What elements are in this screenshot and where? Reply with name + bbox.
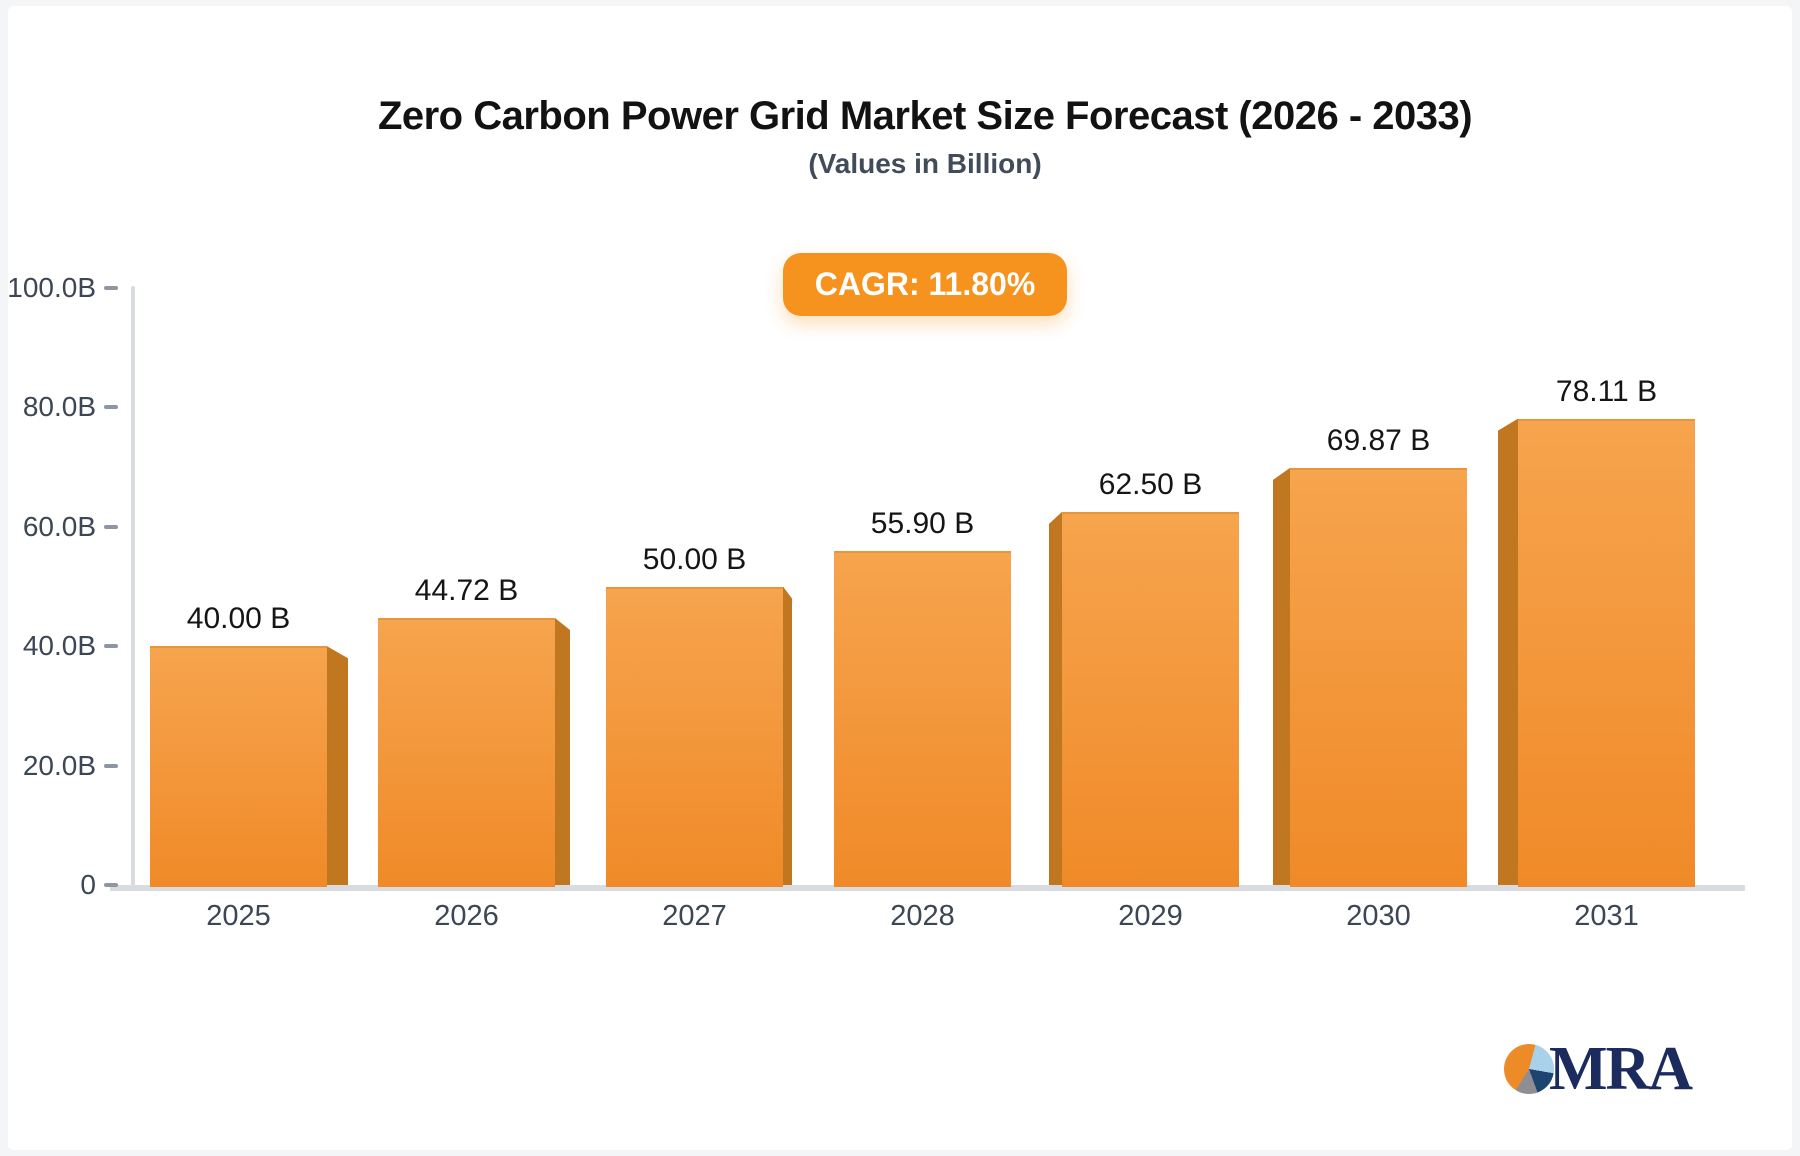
cagr-badge-wrap: CAGR: 11.80%: [110, 253, 1740, 316]
x-axis-label-2031: 2031: [1574, 900, 1639, 932]
x-axis-label-2026: 2026: [434, 900, 499, 932]
x-axis-line: [110, 885, 1745, 891]
cagr-badge: CAGR: 11.80%: [782, 253, 1068, 316]
bar-2028: [834, 551, 1011, 887]
bar-value-label: 50.00 B: [642, 542, 747, 576]
bar-side-face: [327, 646, 348, 885]
y-axis-tick-label: 60.0B: [22, 510, 96, 542]
chart-subtitle: (Values in Billion): [808, 148, 1042, 179]
y-axis-tick: [104, 524, 118, 529]
y-axis-tick-label: 100.0B: [7, 272, 96, 303]
bar-side-face: [1498, 418, 1518, 885]
bar-2027: [606, 586, 783, 887]
bar-value-label: 44.72 B: [414, 574, 519, 608]
mra-logo: MRA: [1504, 1035, 1693, 1103]
bar-value-label: 40.00 B: [186, 602, 291, 636]
bar-2030: [1290, 467, 1467, 887]
y-axis-tick: [104, 883, 118, 887]
bar-value-label: 62.50 B: [1098, 467, 1203, 501]
bar-value-label: 78.11 B: [1555, 374, 1658, 408]
x-axis-label-2030: 2030: [1346, 900, 1411, 932]
bar-side-face: [1049, 511, 1062, 885]
bar-value-label: 55.90 B: [870, 507, 975, 541]
x-axis-label-2025: 2025: [206, 900, 271, 932]
bar-2029: [1062, 511, 1239, 887]
y-axis-tick: [104, 763, 118, 768]
bar-2026: [378, 618, 555, 887]
y-axis-tick-label: 20.0B: [22, 749, 96, 781]
bar-side-face: [555, 618, 570, 885]
x-axis-label-2029: 2029: [1118, 900, 1183, 932]
y-axis-tick-label: 80.0B: [22, 391, 96, 423]
x-axis-label-2027: 2027: [662, 900, 727, 932]
y-axis-tick: [104, 286, 118, 290]
y-axis-tick-label: 40.0B: [22, 630, 96, 662]
y-axis-tick-label: 0: [80, 869, 96, 900]
y-axis-line: [131, 286, 135, 891]
bar-value-label: 69.87 B: [1326, 423, 1431, 457]
bar-side-face: [1273, 467, 1290, 885]
x-axis-label-2028: 2028: [890, 900, 955, 932]
chart-title: Zero Carbon Power Grid Market Size Forec…: [377, 94, 1473, 138]
bar-2031: [1518, 418, 1695, 887]
y-axis-tick: [104, 405, 118, 410]
y-axis-tick: [104, 644, 118, 649]
pie-chart-logo-icon: [1504, 1044, 1554, 1094]
logo-text: MRA: [1549, 1035, 1693, 1103]
bar-2025: [150, 646, 327, 887]
bar-side-face: [783, 586, 792, 885]
